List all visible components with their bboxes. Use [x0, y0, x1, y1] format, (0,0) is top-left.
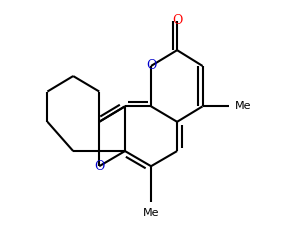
- Text: O: O: [146, 60, 156, 72]
- Text: Me: Me: [143, 208, 159, 218]
- Text: Me: Me: [235, 101, 251, 111]
- Text: O: O: [172, 14, 182, 27]
- Text: O: O: [94, 160, 104, 173]
